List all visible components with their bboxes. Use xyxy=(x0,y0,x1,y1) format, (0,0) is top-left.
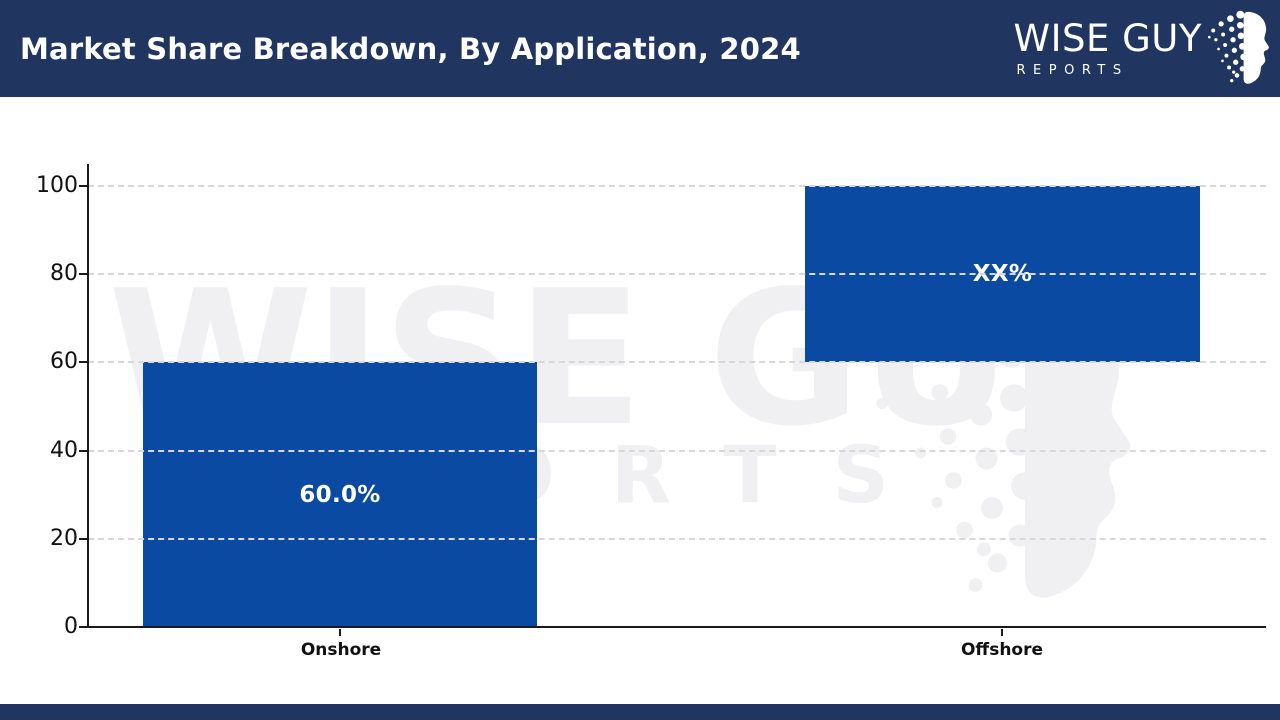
x-tick-mark-offshore xyxy=(1001,629,1003,636)
logo-wordmark: WISE GUY xyxy=(1013,16,1202,60)
logo-text: WISE GUY REPORTS xyxy=(1014,20,1202,78)
header-bar: Market Share Breakdown, By Application, … xyxy=(0,0,1280,97)
logo-face-icon xyxy=(1204,8,1270,90)
y-tick-label-80: 80 xyxy=(50,261,78,287)
y-tick-mark-0 xyxy=(79,626,87,628)
y-axis-tickmarks xyxy=(79,0,87,720)
y-tick-mark-80 xyxy=(79,273,87,276)
y-tick-label-60: 60 xyxy=(50,349,78,375)
bar-offshore: XX% xyxy=(805,186,1200,363)
y-tick-mark-40 xyxy=(79,449,87,452)
bar-onshore: 60.0% xyxy=(143,362,537,627)
y-tick-mark-100 xyxy=(79,185,87,187)
logo-subtitle: REPORTS xyxy=(1016,62,1129,78)
x-category-label-offshore: Offshore xyxy=(960,640,1044,660)
footer-bar xyxy=(0,704,1280,720)
y-axis-labels: 0 20 40 60 80 100 xyxy=(0,0,78,720)
bar-value-label-onshore: 60.0% xyxy=(299,481,381,508)
y-tick-label-20: 20 xyxy=(50,525,78,551)
wiseguy-logo: WISE GUY REPORTS xyxy=(1014,8,1270,90)
y-tick-label-40: 40 xyxy=(50,437,78,463)
x-category-label-onshore: Onshore xyxy=(300,640,382,660)
x-tick-mark-onshore xyxy=(339,629,341,636)
bar-value-label-offshore: XX% xyxy=(972,261,1033,288)
y-tick-label-0: 0 xyxy=(64,614,78,639)
y-tick-mark-60 xyxy=(79,361,87,364)
y-tick-label-100: 100 xyxy=(36,173,78,198)
chart-title: Market Share Breakdown, By Application, … xyxy=(20,31,801,66)
y-tick-mark-20 xyxy=(79,537,87,540)
